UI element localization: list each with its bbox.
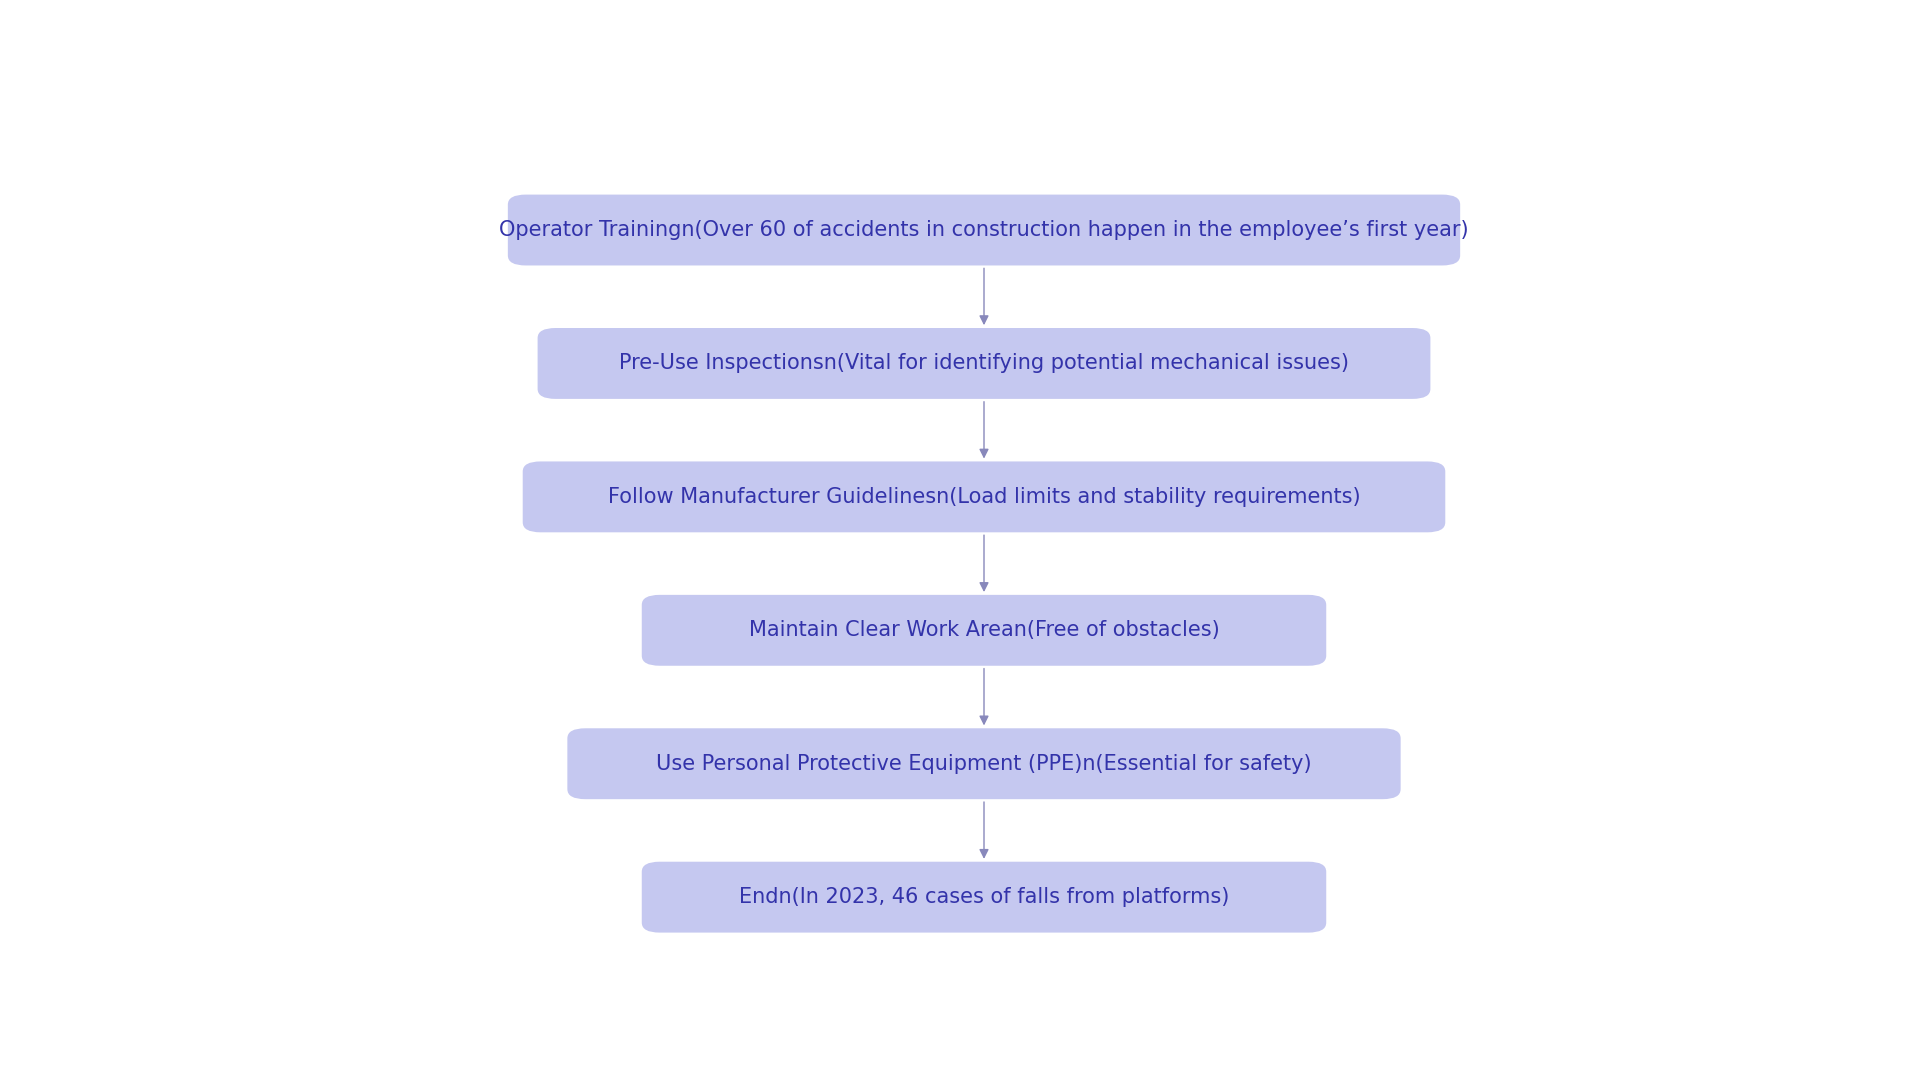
Text: Use Personal Protective Equipment (PPE)n(Essential for safety): Use Personal Protective Equipment (PPE)n… [657,754,1311,773]
FancyBboxPatch shape [522,461,1446,533]
FancyBboxPatch shape [641,595,1327,666]
Text: Endn(In 2023, 46 cases of falls from platforms): Endn(In 2023, 46 cases of falls from pla… [739,887,1229,908]
Text: Pre-Use Inspectionsn(Vital for identifying potential mechanical issues): Pre-Use Inspectionsn(Vital for identifyi… [618,353,1350,374]
Text: Follow Manufacturer Guidelinesn(Load limits and stability requirements): Follow Manufacturer Guidelinesn(Load lim… [609,487,1359,507]
FancyBboxPatch shape [507,195,1461,265]
FancyBboxPatch shape [538,328,1430,399]
FancyBboxPatch shape [641,862,1327,932]
Text: Maintain Clear Work Arean(Free of obstacles): Maintain Clear Work Arean(Free of obstac… [749,621,1219,640]
FancyBboxPatch shape [566,728,1402,799]
Text: Operator Trainingn(Over 60 of accidents in construction happen in the employee’s: Operator Trainingn(Over 60 of accidents … [499,220,1469,240]
